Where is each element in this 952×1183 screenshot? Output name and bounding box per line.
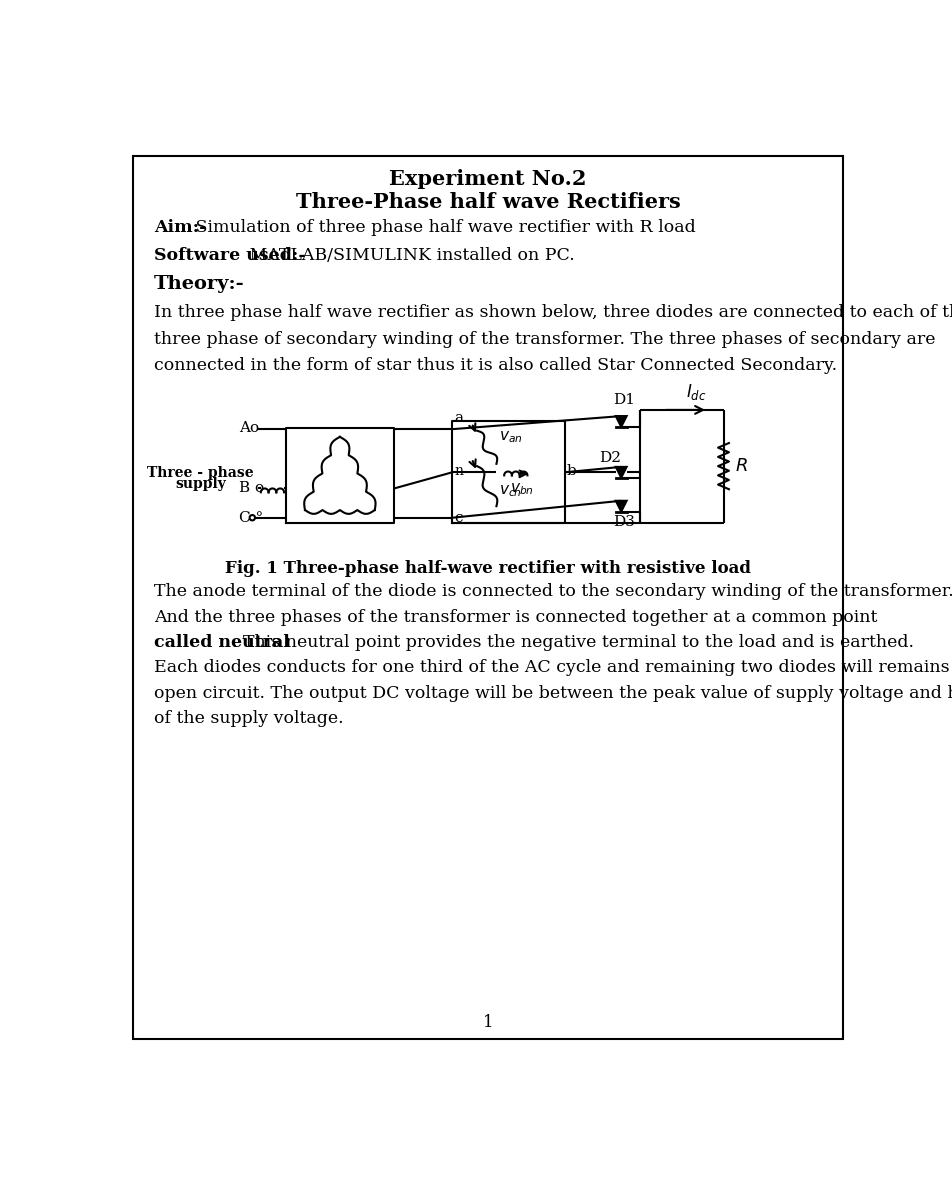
Polygon shape [616,416,626,427]
Text: Ao: Ao [239,421,259,434]
Text: a: a [454,411,464,425]
Text: $I_{dc}$: $I_{dc}$ [686,382,706,402]
Text: open circuit. The output DC voltage will be between the peak value of supply vol: open circuit. The output DC voltage will… [154,685,952,702]
Text: Aim:-: Aim:- [154,219,207,235]
Text: n: n [454,464,464,478]
Text: $v_{bn}$: $v_{bn}$ [510,481,534,497]
Text: D2: D2 [600,452,622,465]
Text: Each diodes conducts for one third of the AC cycle and remaining two diodes will: Each diodes conducts for one third of th… [154,659,949,677]
Text: The anode terminal of the diode is connected to the secondary winding of the tra: The anode terminal of the diode is conne… [154,583,952,600]
Text: $R$: $R$ [735,457,748,476]
Text: Software used:-: Software used:- [154,247,306,264]
Text: Three-Phase half wave Rectifiers: Three-Phase half wave Rectifiers [295,192,681,212]
Text: B o: B o [239,481,265,496]
Text: three phase of secondary winding of the transformer. The three phases of seconda: three phase of secondary winding of the … [154,330,936,348]
Text: b: b [567,464,577,478]
Polygon shape [616,500,626,511]
Text: In three phase half wave rectifier as shown below, three diodes are connected to: In three phase half wave rectifier as sh… [154,304,952,322]
Text: And the three phases of the transformer is connected together at a common point: And the three phases of the transformer … [154,608,877,626]
Text: 1: 1 [483,1014,493,1032]
Text: D3: D3 [613,515,635,529]
Text: Three - phase: Three - phase [147,466,253,480]
Text: supply: supply [175,477,226,491]
Text: $v_{an}$: $v_{an}$ [499,429,523,445]
Text: connected in the form of star thus it is also called Star Connected Secondary.: connected in the form of star thus it is… [154,357,837,374]
Text: of the supply voltage.: of the supply voltage. [154,710,344,728]
Text: . This neutral point provides the negative terminal to the load and is earthed.: . This neutral point provides the negati… [232,634,914,651]
Text: Theory:-: Theory:- [154,276,245,293]
Text: D1: D1 [613,393,635,407]
Text: Experiment No.2: Experiment No.2 [389,169,586,189]
Text: MATLAB/SIMULINK installed on PC.: MATLAB/SIMULINK installed on PC. [244,247,574,264]
Text: Fig. 1 Three-phase half-wave rectifier with resistive load: Fig. 1 Three-phase half-wave rectifier w… [225,560,751,577]
Polygon shape [616,467,626,478]
Text: c: c [454,511,463,525]
Text: called neutral: called neutral [154,634,289,651]
Text: C °: C ° [239,511,264,525]
Text: Simulation of three phase half wave rectifier with R load: Simulation of three phase half wave rect… [190,219,696,235]
Text: $v_{cn}$: $v_{cn}$ [499,483,522,498]
